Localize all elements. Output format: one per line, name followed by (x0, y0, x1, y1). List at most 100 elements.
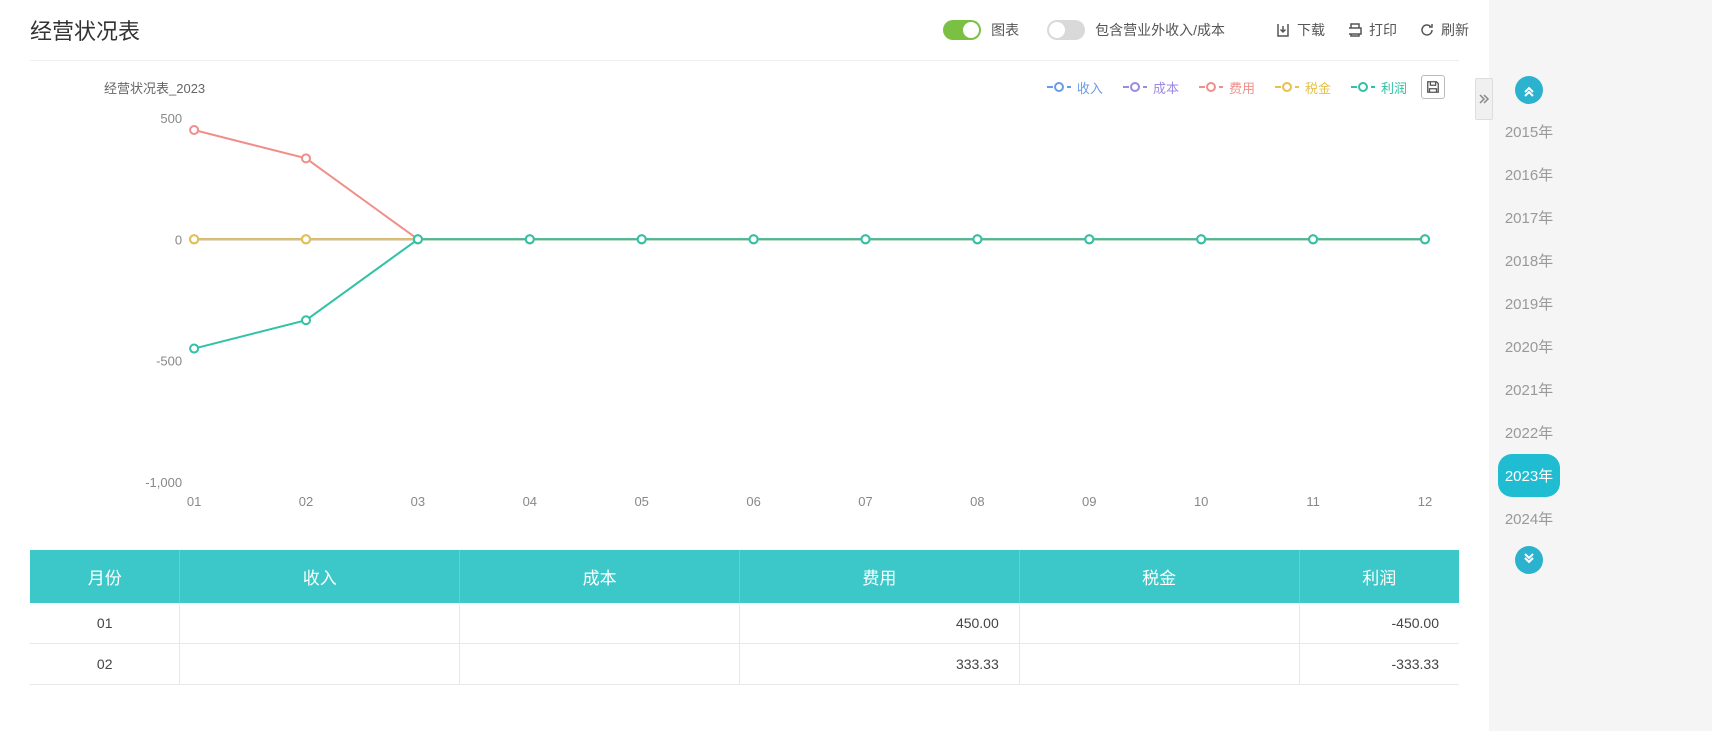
year-item-2024年[interactable]: 2024年 (1498, 497, 1560, 540)
chart-title-row: 经营状况表_2023 收入 成本 费用 税金 利润 (44, 73, 1445, 101)
svg-text:0: 0 (175, 232, 182, 247)
year-scroll-down-button[interactable] (1515, 546, 1543, 574)
download-button[interactable]: 下载 (1275, 20, 1325, 40)
table-cell: 333.33 (739, 644, 1019, 685)
legend-label: 费用 (1229, 78, 1255, 97)
double-chevron-right-icon (1478, 92, 1490, 106)
main-page: 经营状况表 图表 包含营业外收入/成本 下载 打印 刷新 经营状况表_2023 … (0, 0, 1489, 731)
svg-text:11: 11 (1306, 494, 1320, 509)
table-col-4: 税金 (1019, 550, 1299, 603)
print-button[interactable]: 打印 (1347, 20, 1397, 40)
include-nonop-toggle[interactable]: 包含营业外收入/成本 (1047, 20, 1225, 40)
table-header-row: 月份收入成本费用税金利润 (30, 550, 1459, 603)
table-cell (1019, 644, 1299, 685)
year-item-2021年[interactable]: 2021年 (1498, 368, 1560, 411)
svg-text:08: 08 (970, 494, 984, 509)
table-cell: 01 (30, 603, 180, 644)
data-table-wrap: 月份收入成本费用税金利润 01 450.00 -450.00 02 333.33 -333… (30, 550, 1459, 685)
legend-label: 收入 (1077, 78, 1103, 97)
year-list: 2015年2016年2017年2018年2019年2020年2021年2022年… (1498, 110, 1560, 540)
year-item-2023年[interactable]: 2023年 (1498, 454, 1560, 497)
chart-toggle-label: 图表 (991, 20, 1019, 40)
switch-knob (963, 22, 979, 38)
print-label: 打印 (1369, 20, 1397, 40)
download-label: 下载 (1297, 20, 1325, 40)
svg-text:05: 05 (634, 494, 648, 509)
legend-label: 成本 (1153, 78, 1179, 97)
include-nonop-switch[interactable] (1047, 20, 1085, 40)
double-chevron-up-icon (1522, 83, 1536, 97)
svg-text:02: 02 (299, 494, 313, 509)
year-item-2019年[interactable]: 2019年 (1498, 282, 1560, 325)
legend-label: 税金 (1305, 78, 1331, 97)
table-cell (460, 644, 740, 685)
svg-text:03: 03 (411, 494, 425, 509)
year-item-2022年[interactable]: 2022年 (1498, 411, 1560, 454)
year-item-2016年[interactable]: 2016年 (1498, 153, 1560, 196)
data-table: 月份收入成本费用税金利润 01 450.00 -450.00 02 333.33 -333… (30, 550, 1459, 685)
svg-text:-500: -500 (156, 354, 182, 369)
table-col-1: 收入 (180, 550, 460, 603)
table-cell: 02 (30, 644, 180, 685)
year-item-2015年[interactable]: 2015年 (1498, 110, 1560, 153)
svg-text:06: 06 (746, 494, 760, 509)
year-item-2018年[interactable]: 2018年 (1498, 239, 1560, 282)
table-cell (460, 603, 740, 644)
svg-text:-1,000: -1,000 (145, 475, 182, 490)
business-status-chart: -1,000 -500 0 500 01 02 03 04 05 06 07 08 09 10 11 12 (44, 101, 1445, 521)
legend-item-cost[interactable]: 成本 (1123, 78, 1179, 97)
svg-text:07: 07 (858, 494, 872, 509)
download-icon (1275, 22, 1291, 38)
chart-toggle-switch[interactable] (943, 20, 981, 40)
table-row: 01 450.00 -450.00 (30, 603, 1459, 644)
legend-item-income[interactable]: 收入 (1047, 78, 1103, 97)
chart-card: 经营状况表_2023 收入 成本 费用 税金 利润 -1,000 -500 0 500 01 02… (30, 60, 1459, 540)
table-col-0: 月份 (30, 550, 180, 603)
chart-legend: 收入 成本 费用 税金 利润 (1047, 78, 1407, 97)
legend-label: 利润 (1381, 78, 1407, 97)
legend-item-tax[interactable]: 税金 (1275, 78, 1331, 97)
svg-text:12: 12 (1418, 494, 1432, 509)
table-cell: 450.00 (739, 603, 1019, 644)
print-icon (1347, 22, 1363, 38)
legend-marker (1047, 81, 1071, 93)
year-item-2020年[interactable]: 2020年 (1498, 325, 1560, 368)
svg-text:04: 04 (523, 494, 537, 509)
svg-text:10: 10 (1194, 494, 1208, 509)
save-chart-button[interactable] (1421, 75, 1445, 99)
legend-item-expense[interactable]: 费用 (1199, 78, 1255, 97)
chart-toggle[interactable]: 图表 (943, 20, 1019, 40)
table-row: 02 333.33 -333.33 (30, 644, 1459, 685)
refresh-icon (1419, 22, 1435, 38)
table-col-5: 利润 (1299, 550, 1459, 603)
table-cell (180, 603, 460, 644)
collapse-sidebar-button[interactable] (1475, 78, 1493, 120)
double-chevron-down-icon (1522, 553, 1536, 567)
table-cell (180, 644, 460, 685)
table-body: 01 450.00 -450.00 02 333.33 -333.33 (30, 603, 1459, 685)
legend-marker (1275, 81, 1299, 93)
year-item-2017年[interactable]: 2017年 (1498, 196, 1560, 239)
legend-marker (1123, 81, 1147, 93)
table-cell (1019, 603, 1299, 644)
table-col-2: 成本 (460, 550, 740, 603)
year-scroll-up-button[interactable] (1515, 76, 1543, 104)
refresh-label: 刷新 (1441, 20, 1469, 40)
table-col-3: 费用 (739, 550, 1019, 603)
save-icon (1426, 80, 1440, 94)
table-cell: -333.33 (1299, 644, 1459, 685)
svg-text:500: 500 (160, 111, 182, 126)
table-cell: -450.00 (1299, 603, 1459, 644)
page-title: 经营状况表 (30, 14, 140, 46)
legend-marker (1351, 81, 1375, 93)
page-header: 经营状况表 图表 包含营业外收入/成本 下载 打印 刷新 (0, 0, 1489, 60)
year-panel: 2015年2016年2017年2018年2019年2020年2021年2022年… (1498, 76, 1560, 574)
chart-title: 经营状况表_2023 (104, 78, 205, 97)
legend-marker (1199, 81, 1223, 93)
svg-text:09: 09 (1082, 494, 1096, 509)
legend-item-profit[interactable]: 利润 (1351, 78, 1407, 97)
include-nonop-toggle-label: 包含营业外收入/成本 (1095, 20, 1225, 40)
svg-text:01: 01 (187, 494, 201, 509)
switch-knob (1049, 22, 1065, 38)
refresh-button[interactable]: 刷新 (1419, 20, 1469, 40)
